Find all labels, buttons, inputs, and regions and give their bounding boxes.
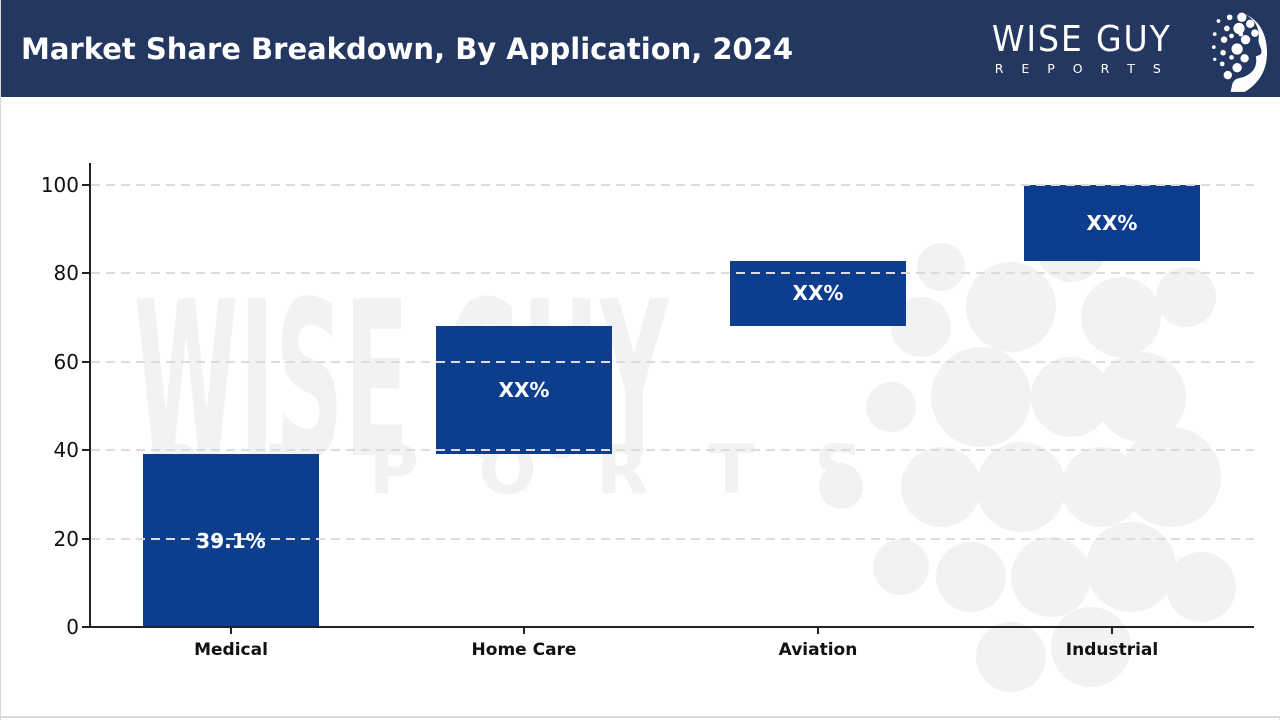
bar-value-label: XX% — [1086, 211, 1138, 236]
bar — [1024, 185, 1200, 262]
bars-layer — [1, 97, 1280, 716]
category-label: Home Care — [471, 640, 577, 660]
bar-value-label-box: XX% — [1024, 185, 1200, 261]
y-axis-line — [89, 163, 91, 628]
bar-value-label: XX% — [498, 377, 550, 402]
gridline — [91, 272, 1254, 275]
bar-value-label-box: XX% — [730, 261, 906, 325]
y-tick-label: 80 — [53, 261, 79, 286]
x-tick — [230, 628, 232, 634]
y-tick-label: 20 — [53, 526, 79, 551]
gridline — [91, 449, 1254, 452]
gridline — [91, 184, 1254, 186]
logo-wordmark-line1: WISE GUY — [991, 18, 1172, 60]
watermark-head-icon — [819, 212, 1236, 692]
y-tick — [82, 272, 89, 275]
x-tick — [523, 628, 525, 634]
bar — [143, 454, 319, 627]
header-bar: Market Share Breakdown, By Application, … — [1, 0, 1280, 97]
grid-layer — [1, 97, 1280, 716]
y-tick — [82, 184, 89, 186]
y-tick — [82, 449, 89, 452]
chart-title: Market Share Breakdown, By Application, … — [21, 31, 794, 66]
logo-wordmark: WISE GUY R E P O R T S — [984, 18, 1180, 76]
bar — [730, 261, 906, 326]
gridline — [91, 360, 1254, 363]
labels-layer: 39.1% XX% XX% XX% — [1, 97, 1280, 716]
ticks-layer: 0 20 40 60 80 100 Medical Home Care Aviation Indu… — [1, 97, 1280, 716]
x-tick — [817, 628, 819, 634]
category-label: Aviation — [778, 640, 858, 660]
bar — [436, 325, 612, 455]
bar-value-label: XX% — [792, 281, 844, 306]
y-tick-label: 40 — [53, 438, 79, 463]
category-label: Industrial — [1065, 640, 1159, 660]
y-tick-label: 0 — [66, 615, 79, 639]
logo-head-icon — [1211, 11, 1267, 92]
category-label: Medical — [194, 640, 268, 660]
y-tick — [82, 360, 89, 363]
y-tick-label: 60 — [53, 349, 79, 374]
x-tick — [1111, 628, 1113, 634]
chart-area: WISE GUY R E P O R T S 0 20 40 60 80 100 Medic… — [1, 97, 1280, 718]
gridline — [91, 537, 1254, 540]
y-tick-label: 100 — [40, 173, 79, 197]
bar-value-label-box: XX% — [436, 326, 612, 455]
y-tick — [82, 537, 89, 540]
brand-logo: WISE GUY R E P O R T S — [984, 6, 1267, 92]
bar-value-label-box: 39.1% — [143, 454, 319, 627]
logo-wordmark-line2: R E P O R T S — [994, 60, 1168, 76]
bar-value-label: 39.1% — [196, 528, 266, 553]
y-tick — [82, 626, 89, 628]
x-axis-line — [89, 626, 1254, 628]
